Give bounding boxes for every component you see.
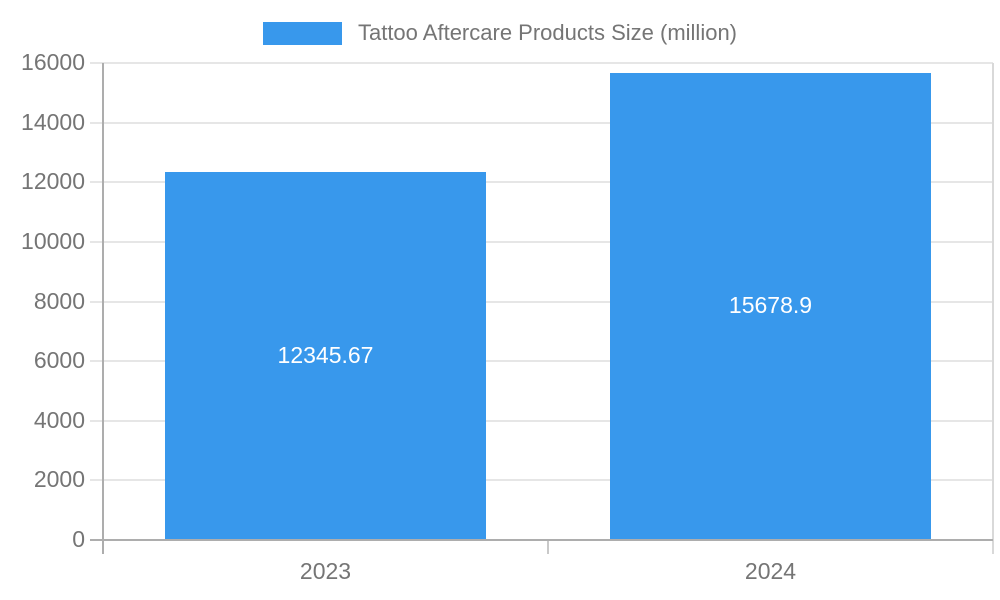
gridline bbox=[90, 62, 993, 64]
gridline bbox=[90, 300, 993, 303]
x-tick-label: 2024 bbox=[744, 558, 797, 584]
y-tick-label: 12000 bbox=[21, 168, 85, 195]
legend-label: Tattoo Aftercare Products Size (million) bbox=[357, 20, 738, 45]
bar-2024[interactable] bbox=[610, 72, 931, 540]
y-tick-label: 4000 bbox=[33, 406, 85, 433]
x-axis-line bbox=[90, 539, 993, 541]
gridline bbox=[90, 419, 993, 422]
gridline bbox=[90, 181, 993, 184]
y-tick-label: 8000 bbox=[33, 287, 85, 314]
bar-value-label: 12345.67 bbox=[277, 341, 374, 368]
y-tick-label: 16000 bbox=[21, 49, 85, 75]
y-tick-label: 2000 bbox=[33, 466, 85, 493]
gridline bbox=[90, 360, 993, 363]
gridline bbox=[90, 121, 993, 124]
y-tick-label: 0 bbox=[72, 526, 85, 552]
gridline bbox=[90, 479, 993, 482]
y-tick-label: 6000 bbox=[33, 347, 85, 374]
y-axis-line bbox=[102, 63, 104, 554]
y-tick-label: 14000 bbox=[21, 108, 85, 135]
x-boundary-tick bbox=[547, 540, 549, 554]
gridline bbox=[90, 240, 993, 243]
legend-swatch bbox=[262, 21, 342, 45]
bar-value-label: 15678.9 bbox=[728, 292, 813, 319]
y-tick-label: 10000 bbox=[21, 227, 85, 254]
x-tick-label: 2023 bbox=[299, 558, 352, 584]
plot-right-border bbox=[992, 63, 994, 554]
legend-item[interactable]: Tattoo Aftercare Products Size (million) bbox=[0, 20, 1000, 46]
bar-2023[interactable] bbox=[165, 171, 486, 540]
